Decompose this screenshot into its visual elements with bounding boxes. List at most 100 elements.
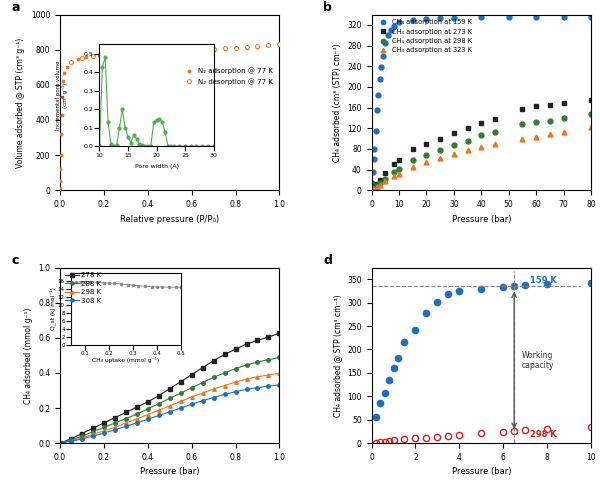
CH₄ adsorption at 273 K [423, 141, 430, 147]
N₂ adsorption @ 77 K [276, 41, 283, 47]
CH₄ adsorption at 298 K [560, 115, 567, 121]
308 K [243, 387, 250, 393]
CH₄ adsorption at 159 K [368, 186, 376, 191]
298 K [56, 440, 64, 446]
Line: 308 K: 308 K [58, 383, 281, 445]
CH₄ adsorption at 159 K [533, 14, 540, 20]
CH₄ adsorption at 323 K [409, 164, 416, 170]
298 K [166, 403, 173, 409]
X-axis label: Pressure (bar): Pressure (bar) [452, 215, 511, 224]
298 K [122, 420, 130, 426]
N₂ desorption @ 77 K [221, 45, 228, 51]
Line: CH₄ adsorption at 273 K: CH₄ adsorption at 273 K [370, 97, 593, 192]
308 K [177, 405, 184, 411]
N₂ adsorption @ 77 K [254, 44, 261, 50]
N₂ desorption @ 77 K [210, 46, 217, 52]
CH₄ adsorption at 273 K [491, 116, 499, 122]
278 K [254, 337, 261, 343]
298 K [144, 412, 151, 417]
CH₄ adsorption at 159 K [387, 27, 394, 33]
CH₄ adsorption at 298 K [376, 180, 383, 186]
CH₄ adsorption at 159 K [385, 32, 392, 38]
N₂ desorption @ 77 K [100, 52, 107, 58]
CH₄ adsorption at 273 K [478, 120, 485, 126]
CH₄ adsorption at 159 K [409, 17, 416, 23]
N₂ desorption @ 77 K [166, 49, 173, 55]
298 K [111, 425, 118, 431]
N₂ desorption @ 77 K [122, 51, 130, 56]
CH₄ adsorption at 323 K [437, 155, 444, 161]
N₂ adsorption @ 77 K [89, 53, 97, 59]
278 K [100, 420, 107, 426]
CH₄ adsorption at 273 K [587, 97, 595, 103]
N₂ desorption @ 77 K [133, 50, 140, 56]
Text: 298 K: 298 K [530, 430, 556, 439]
288 K [111, 420, 118, 426]
288 K [133, 411, 140, 417]
N₂ adsorption @ 77 K [58, 131, 65, 137]
N₂ adsorption @ 77 K [57, 166, 64, 172]
N₂ adsorption @ 77 K [61, 71, 68, 76]
N₂ adsorption @ 77 K [56, 186, 64, 191]
CH₄ adsorption at 298 K [370, 187, 377, 192]
CH₄ adsorption at 298 K [533, 119, 540, 125]
308 K [100, 430, 107, 436]
CH₄ adsorption at 298 K [491, 129, 499, 135]
N₂ adsorption @ 77 K [56, 179, 64, 185]
N₂ adsorption @ 77 K [210, 47, 217, 53]
Y-axis label: CH₄ adsorbed (cm³ (STP) cm⁻³): CH₄ adsorbed (cm³ (STP) cm⁻³) [333, 43, 342, 162]
Line: CH₄ adsorption at 159 K: CH₄ adsorption at 159 K [370, 14, 593, 191]
298 K [221, 383, 228, 389]
288 K [155, 401, 163, 407]
308 K [155, 412, 163, 418]
Line: CH₄ adsorption at 323 K: CH₄ adsorption at 323 K [370, 125, 593, 192]
278 K [111, 415, 118, 421]
CH₄ adsorption at 298 K [409, 157, 416, 163]
Text: Working
capacity: Working capacity [522, 351, 554, 370]
CH₄ adsorption at 159 K [370, 169, 377, 175]
Legend: CH₄ adsorption at 159 K, CH₄ adsorption at 273 K, CH₄ adsorption at 298 K, CH₄ a: CH₄ adsorption at 159 K, CH₄ adsorption … [375, 18, 473, 55]
288 K [79, 433, 86, 439]
308 K [111, 427, 118, 433]
278 K [89, 425, 97, 431]
CH₄ adsorption at 159 K [450, 15, 457, 20]
N₂ adsorption @ 77 K [133, 50, 140, 56]
N₂ adsorption @ 77 K [59, 94, 66, 100]
Line: 278 K: 278 K [58, 332, 281, 445]
N₂ adsorption @ 77 K [144, 50, 151, 56]
308 K [276, 382, 283, 388]
N₂ adsorption @ 77 K [199, 48, 206, 54]
288 K [166, 395, 173, 401]
N₂ adsorption @ 77 K [232, 45, 239, 51]
CH₄ adsorption at 159 K [376, 76, 383, 82]
CH₄ adsorption at 323 K [373, 184, 380, 190]
298 K [265, 372, 272, 378]
CH₄ adsorption at 298 K [464, 138, 471, 144]
308 K [265, 383, 272, 389]
N₂ adsorption @ 77 K [221, 46, 228, 52]
N₂ desorption @ 77 K [265, 42, 272, 48]
308 K [89, 433, 97, 439]
CH₄ adsorption at 273 K [368, 187, 376, 193]
CH₄ adsorption at 159 K [437, 15, 444, 21]
N₂ adsorption @ 77 K [188, 48, 195, 54]
288 K [67, 437, 74, 443]
298 K [232, 379, 239, 385]
Line: N₂ desorption @ 77 K: N₂ desorption @ 77 K [69, 42, 281, 64]
CH₄ adsorption at 298 K [450, 142, 457, 148]
N₂ adsorption @ 77 K [74, 56, 81, 62]
CH₄ adsorption at 298 K [546, 117, 553, 123]
278 K [56, 440, 64, 446]
N₂ adsorption @ 77 K [166, 49, 173, 55]
Line: CH₄ adsorption at 298 K: CH₄ adsorption at 298 K [370, 112, 593, 192]
N₂ desorption @ 77 K [188, 48, 195, 54]
298 K [210, 386, 217, 392]
CH₄ adsorption at 273 K [546, 102, 553, 108]
CH₄ adsorption at 298 K [478, 132, 485, 138]
Y-axis label: CH₄ adsorbed (mmol g⁻¹): CH₄ adsorbed (mmol g⁻¹) [23, 307, 32, 404]
CH₄ adsorption at 323 K [382, 179, 389, 185]
CH₄ adsorption at 323 K [370, 187, 377, 192]
288 K [89, 429, 97, 435]
288 K [199, 380, 206, 386]
298 K [254, 374, 261, 380]
